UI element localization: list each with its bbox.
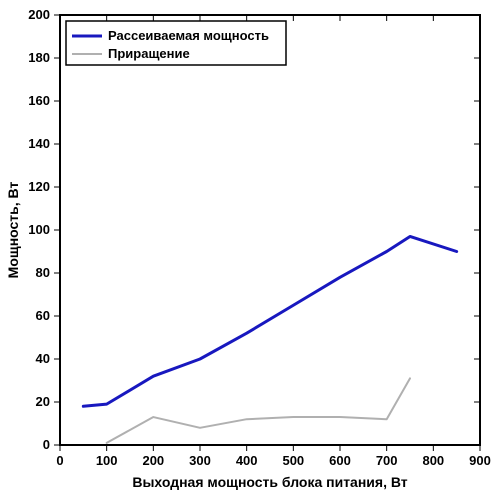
y-tick-label: 140	[28, 136, 50, 151]
x-tick-label: 300	[189, 453, 211, 468]
y-axis-label: Мощность, Вт	[5, 182, 21, 279]
y-tick-label: 120	[28, 179, 50, 194]
power-chart: 0 100 200 300 400 500 600 700 800 900 0 20 40 60 80 100…	[0, 0, 500, 500]
y-tick-label: 160	[28, 93, 50, 108]
chart-svg: 0 100 200 300 400 500 600 700 800 900 0 20 40 60 80 100…	[0, 0, 500, 500]
x-tick-label: 700	[376, 453, 398, 468]
plot-border	[60, 15, 480, 445]
y-tick-label: 40	[36, 351, 50, 366]
legend-label-0: Рассеиваемая мощность	[108, 28, 269, 43]
y-tick-label: 80	[36, 265, 50, 280]
x-tick-label: 0	[56, 453, 63, 468]
x-tick-label: 800	[422, 453, 444, 468]
y-tick-label: 200	[28, 7, 50, 22]
x-tick-label: 500	[282, 453, 304, 468]
y-tick-label: 180	[28, 50, 50, 65]
x-tick-label: 100	[96, 453, 118, 468]
y-tick-label: 60	[36, 308, 50, 323]
y-tick-label: 100	[28, 222, 50, 237]
x-tick-label: 900	[469, 453, 491, 468]
series-line-0	[83, 236, 456, 406]
legend-label-1: Приращение	[108, 46, 190, 61]
x-tick-label: 200	[142, 453, 164, 468]
x-tick-label: 400	[236, 453, 258, 468]
y-tick-label: 20	[36, 394, 50, 409]
y-tick-label: 0	[43, 437, 50, 452]
x-axis-label: Выходная мощность блока питания, Вт	[132, 474, 407, 490]
x-tick-label: 600	[329, 453, 351, 468]
series-line-1	[107, 378, 410, 443]
